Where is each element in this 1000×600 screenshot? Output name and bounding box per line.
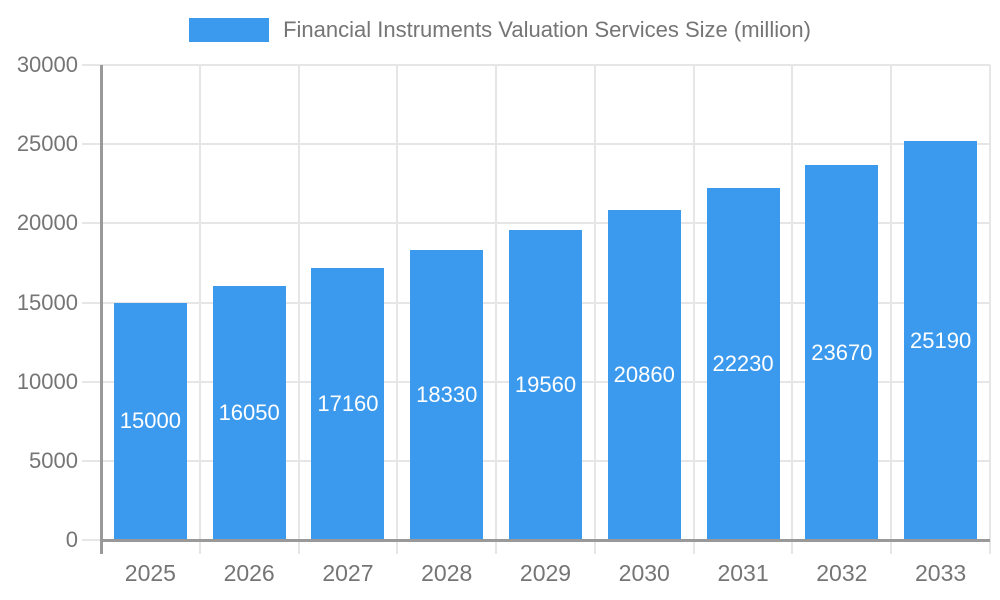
bar-value-label: 23670 (811, 339, 873, 365)
x-gridline (495, 65, 498, 554)
x-gridline (396, 65, 399, 554)
bar (805, 165, 879, 539)
y-axis-tick-label: 25000 (16, 131, 78, 157)
y-axis-tick-label: 20000 (16, 210, 78, 236)
x-axis-tick-label: 2033 (915, 560, 967, 586)
x-axis-tick-label: 2032 (816, 560, 868, 586)
bar (607, 209, 681, 539)
y-axis-tick-label: 10000 (16, 368, 78, 394)
bar-value-label: 18330 (416, 381, 478, 407)
bar-value-label: 20860 (613, 361, 675, 387)
x-axis-tick-label: 2025 (124, 560, 176, 586)
legend-item[interactable]: Financial Instruments Valuation Services… (189, 17, 811, 43)
y-gridline (82, 222, 990, 225)
x-gridline (297, 65, 300, 554)
bar-value-label: 16050 (218, 399, 280, 425)
bar (904, 141, 978, 539)
bar-value-label: 19560 (514, 372, 577, 398)
bar (311, 268, 385, 539)
bar (509, 230, 582, 539)
x-axis-tick-label: 2027 (322, 560, 374, 586)
bar (410, 249, 484, 539)
x-axis-tick-label: 2026 (223, 560, 275, 586)
x-gridline (692, 65, 695, 554)
y-axis-tick-label: 5000 (29, 447, 78, 473)
x-gridline (593, 65, 596, 554)
x-axis-tick-label: 2028 (421, 560, 473, 586)
y-gridline (82, 64, 990, 66)
bar-value-label: 25190 (910, 327, 972, 353)
y-axis-line (100, 65, 103, 554)
bar-value-label: 15000 (119, 408, 181, 434)
bar (113, 302, 187, 539)
y-axis-tick-label: 15000 (16, 289, 78, 315)
x-axis-tick-label: 2031 (717, 560, 769, 586)
x-axis-tick-label: 2029 (519, 560, 572, 586)
x-gridline (989, 65, 991, 554)
legend-swatch (189, 18, 270, 42)
legend-label: Financial Instruments Valuation Services… (283, 17, 811, 42)
bar-value-label: 22230 (712, 351, 774, 376)
y-axis-tick-label: 30000 (16, 52, 78, 77)
x-gridline (791, 65, 794, 554)
chart-legend: Financial Instruments Valuation Services… (0, 17, 1000, 43)
bar-value-label: 17160 (317, 391, 379, 417)
y-axis-tick-label: 0 (65, 527, 78, 552)
bar (212, 285, 286, 539)
x-axis-tick-label: 2030 (618, 560, 670, 586)
x-axis-line (100, 539, 990, 542)
y-gridline (82, 143, 990, 146)
bar (706, 188, 780, 539)
x-gridline (198, 65, 201, 554)
x-gridline (890, 65, 893, 554)
